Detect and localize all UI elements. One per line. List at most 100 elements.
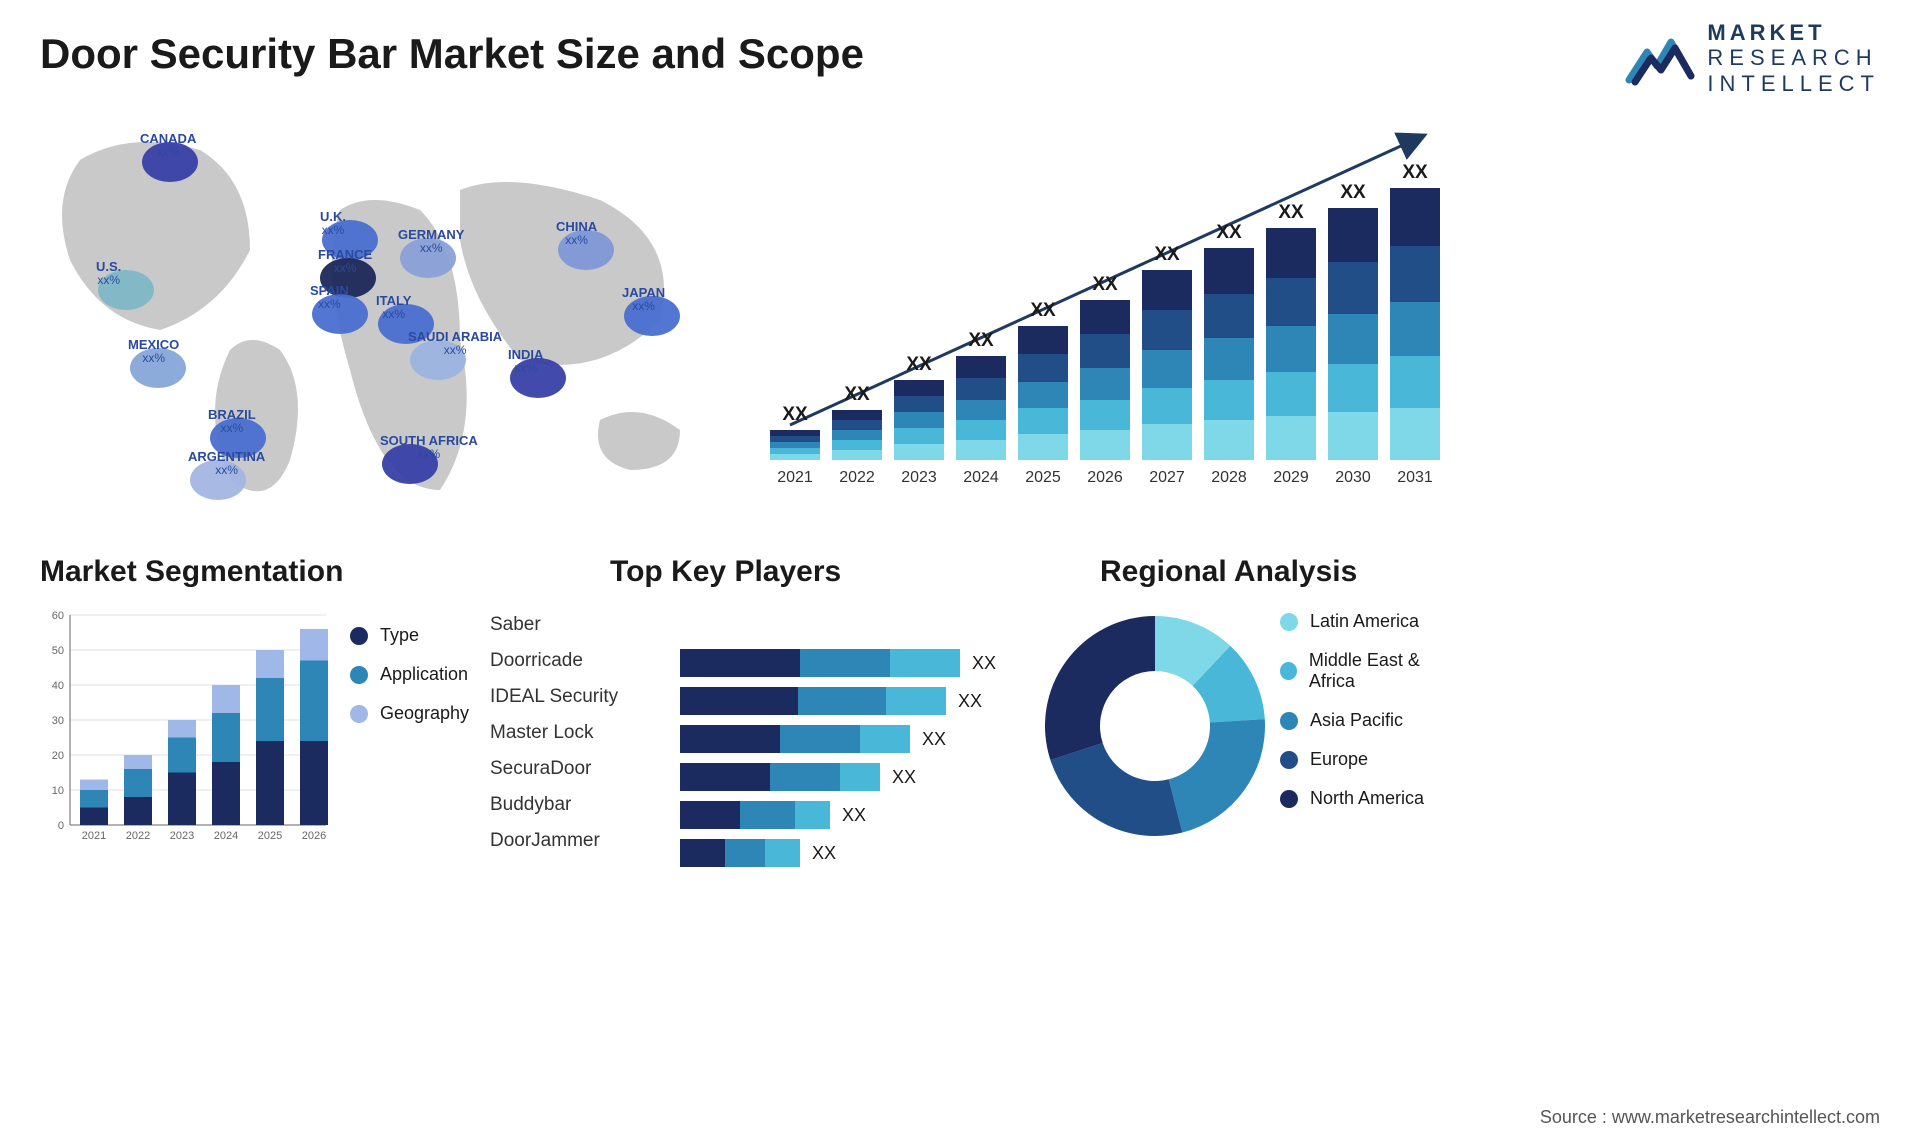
- player-value: XX: [812, 843, 836, 864]
- svg-text:2025: 2025: [258, 830, 282, 842]
- svg-text:40: 40: [52, 680, 64, 692]
- svg-text:50: 50: [52, 645, 64, 657]
- player-name: Doorricade: [490, 647, 618, 675]
- map-label-china: CHINAxx%: [556, 220, 597, 247]
- player-bar-segment: [680, 687, 798, 715]
- svg-text:30: 30: [52, 715, 64, 727]
- player-bar: [680, 801, 830, 829]
- player-name: DoorJammer: [490, 827, 618, 855]
- world-map: CANADAxx% U.S.xx% MEXICOxx% BRAZILxx% ARGENT…: [40, 120, 720, 520]
- map-label-france: FRANCExx%: [318, 248, 372, 275]
- player-name: IDEAL Security: [490, 683, 618, 711]
- regional-legend-item: North America: [1280, 788, 1460, 809]
- player-bar-segment: [680, 801, 740, 829]
- svg-text:XX: XX: [1340, 182, 1366, 203]
- logo-line3: INTELLECT: [1707, 71, 1880, 96]
- legend-dot-icon: [1280, 712, 1298, 730]
- player-bar-row: XX: [680, 839, 1020, 867]
- player-bars: XXXXXXXXXXXX: [680, 611, 1020, 867]
- legend-dot-icon: [1280, 613, 1298, 631]
- legend-label: Asia Pacific: [1310, 710, 1403, 731]
- regional-legend: Latin AmericaMiddle East & AfricaAsia Pa…: [1280, 611, 1460, 809]
- player-value: XX: [972, 653, 996, 674]
- legend-label: Middle East & Africa: [1309, 650, 1460, 692]
- regional-legend-item: Asia Pacific: [1280, 710, 1460, 731]
- top-key-players-block: Top Key Players SaberDoorricadeIDEAL Sec…: [490, 555, 1020, 589]
- player-bar-segment: [725, 839, 765, 867]
- svg-text:2030: 2030: [1335, 469, 1371, 486]
- player-bar-segment: [795, 801, 830, 829]
- player-bar-row: XX: [680, 725, 1020, 753]
- svg-text:XX: XX: [782, 404, 808, 425]
- legend-label: Geography: [380, 703, 469, 724]
- map-label-japan: JAPANxx%: [622, 286, 665, 313]
- player-bar-segment: [680, 839, 725, 867]
- segmentation-header: Market Segmentation: [40, 555, 470, 589]
- player-bar-segment: [800, 649, 890, 677]
- svg-text:2023: 2023: [901, 469, 937, 486]
- map-label-u-s-: U.S.xx%: [96, 260, 121, 287]
- svg-text:XX: XX: [1030, 300, 1056, 321]
- svg-text:2025: 2025: [1025, 469, 1061, 486]
- seg-legend-type: Type: [350, 625, 469, 646]
- seg-legend-geography: Geography: [350, 703, 469, 724]
- svg-text:2021: 2021: [82, 830, 106, 842]
- player-name: Saber: [490, 611, 618, 639]
- svg-text:XX: XX: [844, 384, 870, 405]
- legend-dot-icon: [1280, 662, 1297, 680]
- player-bar-segment: [860, 725, 910, 753]
- logo-mark-icon: [1625, 26, 1695, 90]
- market-segmentation-block: Market Segmentation 01020304050602021202…: [40, 555, 470, 852]
- legend-dot-icon: [1280, 751, 1298, 769]
- player-bar-row: XX: [680, 687, 1020, 715]
- player-bar-segment: [765, 839, 800, 867]
- svg-text:XX: XX: [1216, 222, 1242, 243]
- legend-dot-icon: [1280, 790, 1298, 808]
- svg-text:XX: XX: [1092, 274, 1118, 295]
- legend-label: Type: [380, 625, 419, 646]
- svg-text:2021: 2021: [777, 469, 813, 486]
- player-bar: [680, 687, 946, 715]
- map-label-mexico: MEXICOxx%: [128, 338, 179, 365]
- player-bar-segment: [770, 763, 840, 791]
- regional-header: Regional Analysis: [1100, 555, 1460, 589]
- map-label-germany: GERMANYxx%: [398, 228, 464, 255]
- map-label-argentina: ARGENTINAxx%: [188, 450, 265, 477]
- svg-text:2028: 2028: [1211, 469, 1247, 486]
- svg-text:0: 0: [58, 820, 64, 832]
- regional-legend-item: Middle East & Africa: [1280, 650, 1460, 692]
- svg-text:2022: 2022: [839, 469, 875, 486]
- player-bar-row: XX: [680, 649, 1020, 677]
- player-bar-segment: [740, 801, 795, 829]
- segmentation-legend: Type Application Geography: [350, 625, 469, 724]
- svg-text:XX: XX: [1154, 244, 1180, 265]
- player-name: SecuraDoor: [490, 755, 618, 783]
- legend-label: North America: [1310, 788, 1424, 809]
- map-label-canada: CANADAxx%: [140, 132, 196, 159]
- svg-text:XX: XX: [968, 330, 994, 351]
- legend-dot-icon: [350, 705, 368, 723]
- map-label-italy: ITALYxx%: [376, 294, 411, 321]
- map-label-brazil: BRAZILxx%: [208, 408, 256, 435]
- player-bar-segment: [680, 763, 770, 791]
- player-name: Master Lock: [490, 719, 618, 747]
- svg-text:2026: 2026: [1087, 469, 1123, 486]
- map-label-south-africa: SOUTH AFRICAxx%: [380, 434, 478, 461]
- player-name: Buddybar: [490, 791, 618, 819]
- main-growth-chart: XX 2021 XX 2022 XX 2023 XX 2024 XX 2025 XX 2026 XX 20…: [760, 120, 1440, 500]
- legend-label: Application: [380, 664, 468, 685]
- brand-logo: MARKET RESEARCH INTELLECT: [1625, 20, 1880, 96]
- player-name-list: Saber Doorricade IDEAL Security Master Lock…: [490, 611, 618, 855]
- map-label-u-k-: U.K.xx%: [320, 210, 346, 237]
- player-bar-segment: [890, 649, 960, 677]
- player-bar: [680, 839, 800, 867]
- svg-text:XX: XX: [1278, 202, 1304, 223]
- svg-text:20: 20: [52, 750, 64, 762]
- svg-text:10: 10: [52, 785, 64, 797]
- seg-legend-application: Application: [350, 664, 469, 685]
- player-bar-segment: [680, 649, 800, 677]
- svg-text:2024: 2024: [963, 469, 999, 486]
- player-bar-row: XX: [680, 801, 1020, 829]
- svg-text:2029: 2029: [1273, 469, 1309, 486]
- player-bar: [680, 725, 910, 753]
